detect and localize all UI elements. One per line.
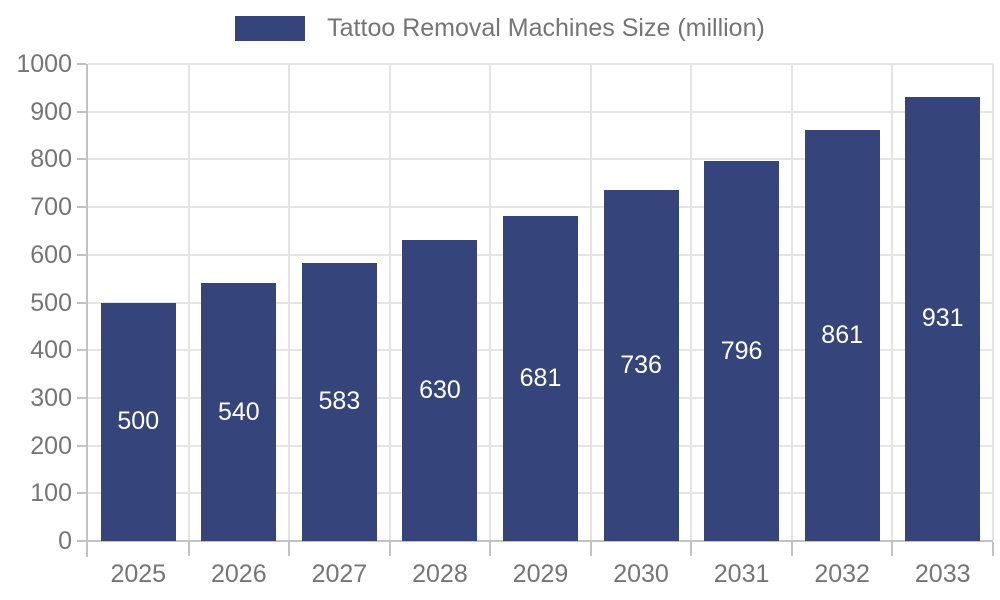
bar: 630 [402, 240, 478, 541]
y-axis-tick-label: 200 [30, 431, 72, 460]
bar-value-label: 540 [217, 397, 260, 426]
gridline-horizontal [88, 63, 993, 65]
bar: 540 [201, 283, 277, 541]
y-axis-tick-label: 600 [30, 240, 72, 269]
y-axis-tick-label: 800 [30, 145, 72, 174]
x-axis-tick [690, 542, 693, 556]
legend-label: Tattoo Removal Machines Size (million) [327, 14, 765, 42]
y-axis-tick [77, 492, 86, 495]
bar: 681 [503, 216, 578, 541]
gridline-vertical [891, 64, 894, 541]
gridline-vertical [589, 64, 592, 541]
x-axis-tick [489, 542, 492, 556]
y-axis-tick-label: 700 [30, 193, 72, 222]
y-axis-tick [77, 396, 86, 399]
bar-value-label: 500 [117, 407, 160, 436]
gridline-vertical [690, 64, 693, 541]
legend[interactable]: Tattoo Removal Machines Size (million) [0, 14, 1000, 42]
gridline-horizontal [88, 110, 993, 113]
y-axis-tick [77, 301, 86, 304]
gridline-vertical [992, 64, 994, 541]
x-axis-tick [388, 542, 391, 556]
bar: 500 [100, 302, 176, 541]
gridline-vertical [388, 64, 391, 541]
y-axis-line [86, 64, 88, 557]
x-axis-tick-label: 2027 [311, 560, 368, 588]
bar: 861 [804, 130, 880, 541]
bar-value-label: 796 [720, 336, 763, 365]
y-axis-tick-label: 900 [30, 97, 72, 126]
y-axis-tick [77, 63, 86, 65]
x-axis-tick [288, 542, 291, 556]
y-axis-tick-label: 100 [30, 479, 72, 508]
x-axis-tick [790, 542, 793, 556]
bar-value-label: 583 [318, 387, 361, 416]
x-axis-tick-label: 2031 [713, 560, 770, 588]
y-axis-tick-label: 0 [58, 527, 72, 555]
gridline-horizontal [88, 206, 993, 209]
x-axis-tick-label: 2026 [211, 560, 267, 588]
bar-value-label: 736 [620, 350, 662, 379]
gridline-vertical [288, 64, 291, 541]
x-axis-tick-label: 2030 [613, 560, 669, 588]
bar: 931 [905, 96, 981, 541]
x-axis-tick [992, 542, 994, 556]
bar-value-label: 861 [821, 321, 864, 350]
bar: 796 [704, 161, 780, 541]
y-axis-tick-label: 400 [30, 336, 72, 365]
x-axis-tick [187, 542, 190, 556]
bar-value-label: 630 [419, 376, 461, 405]
gridline-vertical [790, 64, 793, 541]
x-axis-tick [891, 542, 894, 556]
legend-swatch-icon [235, 15, 306, 41]
x-axis-tick-label: 2028 [412, 560, 468, 588]
x-axis-tick-label: 2032 [814, 560, 870, 588]
bar-value-label: 931 [921, 304, 964, 333]
gridline-horizontal [88, 158, 993, 161]
y-axis-tick [77, 110, 86, 113]
bar: 583 [301, 262, 377, 541]
gridline-vertical [489, 64, 492, 541]
gridline-vertical [187, 64, 190, 541]
x-axis-line [86, 540, 993, 542]
bar-value-label: 681 [519, 364, 562, 393]
x-axis-tick-label: 2033 [914, 560, 971, 588]
y-axis-tick [77, 540, 86, 542]
y-axis-tick-label: 500 [30, 288, 72, 317]
x-axis-tick-label: 2029 [512, 560, 569, 588]
bar: 736 [603, 189, 679, 541]
y-axis-tick [77, 444, 86, 447]
x-axis-tick-label: 2025 [110, 560, 167, 588]
y-axis-tick [77, 206, 86, 209]
y-axis-tick-label: 1000 [16, 50, 72, 78]
y-axis-tick-label: 300 [30, 383, 72, 412]
y-axis-tick [77, 349, 86, 352]
y-axis-tick [77, 158, 86, 161]
y-axis-tick [77, 253, 86, 256]
x-axis-tick [589, 542, 592, 556]
